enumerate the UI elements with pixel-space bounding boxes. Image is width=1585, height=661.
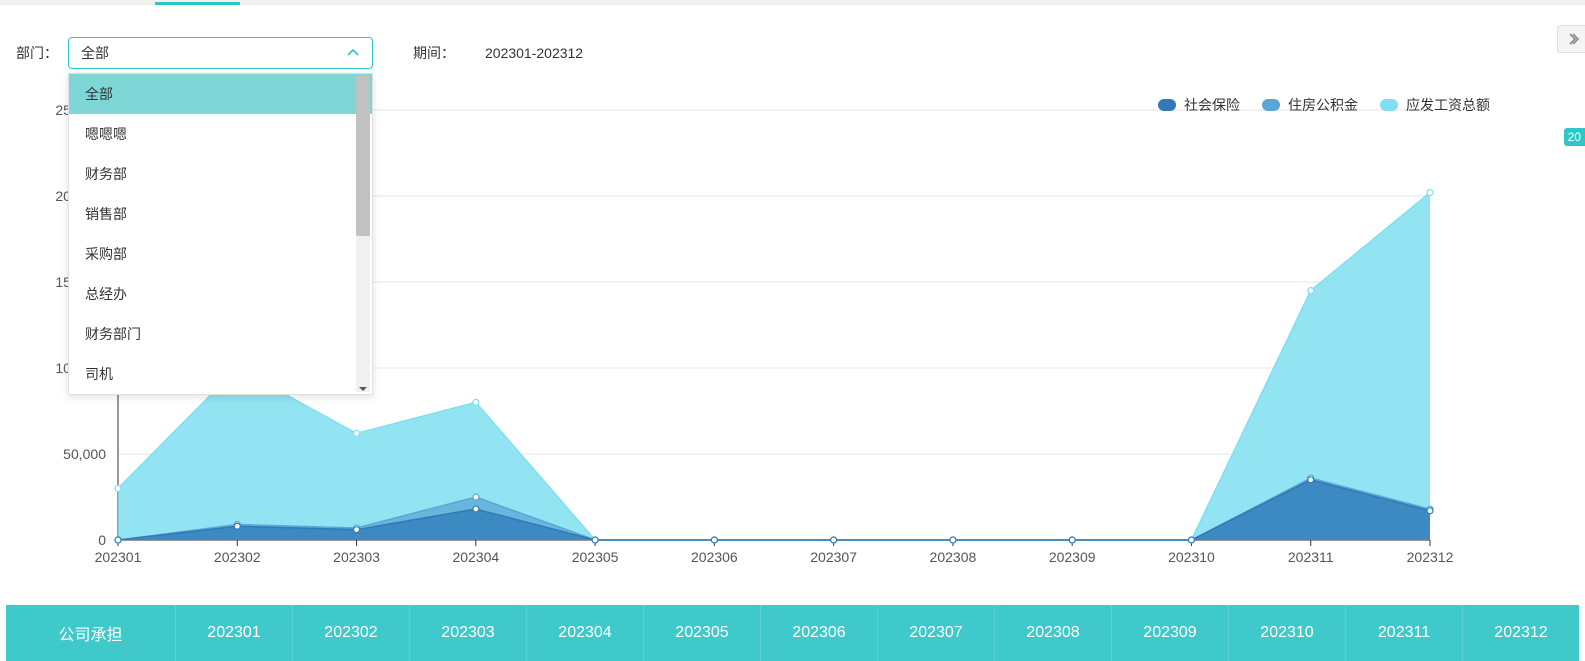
footer-header-cell: 202309 <box>1112 605 1229 661</box>
dept-select-box[interactable]: 全部 <box>68 37 373 69</box>
svg-text:50,000: 50,000 <box>63 446 106 462</box>
footer-header-cell: 202306 <box>761 605 878 661</box>
footer-header-cell: 202304 <box>527 605 644 661</box>
svg-text:0: 0 <box>98 532 106 548</box>
topbar <box>0 0 1585 5</box>
legend-item[interactable]: 应发工资总额 <box>1380 95 1490 115</box>
dept-option[interactable]: 财务部 <box>69 154 372 194</box>
filter-bar: 部门： 全部 全部嗯嗯嗯财务部销售部采购部总经办财务部门司机 期间： 20230… <box>0 5 1585 75</box>
svg-text:202307: 202307 <box>810 549 857 565</box>
chart-legend: 社会保险 住房公积金 应发工资总额 <box>1158 95 1490 115</box>
legend-label: 应发工资总额 <box>1406 95 1490 115</box>
svg-text:202312: 202312 <box>1407 549 1454 565</box>
dept-select-value: 全部 <box>81 38 109 68</box>
legend-swatch <box>1262 99 1280 111</box>
dept-option[interactable]: 司机 <box>69 354 372 394</box>
legend-item[interactable]: 住房公积金 <box>1262 95 1358 115</box>
svg-text:202311: 202311 <box>1288 549 1334 565</box>
right-badge: 20 <box>1564 128 1585 146</box>
legend-swatch <box>1158 99 1176 111</box>
svg-text:202310: 202310 <box>1168 549 1215 565</box>
footer-header-cell: 202312 <box>1463 605 1579 661</box>
legend-swatch <box>1380 99 1398 111</box>
svg-text:202301: 202301 <box>95 549 142 565</box>
dept-select[interactable]: 全部 全部嗯嗯嗯财务部销售部采购部总经办财务部门司机 <box>68 37 373 69</box>
footer-header-row: 公司承担 20230120230220230320230420230520230… <box>6 605 1579 661</box>
footer-row-label: 公司承担 <box>6 605 176 661</box>
dept-option[interactable]: 嗯嗯嗯 <box>69 114 372 154</box>
svg-text:202302: 202302 <box>214 549 261 565</box>
legend-label: 住房公积金 <box>1288 95 1358 115</box>
scrollbar-thumb[interactable] <box>356 76 370 236</box>
legend-label: 社会保险 <box>1184 95 1240 115</box>
scroll-down-icon[interactable] <box>356 382 370 396</box>
dept-option[interactable]: 财务部门 <box>69 314 372 354</box>
dept-option[interactable]: 全部 <box>69 74 372 114</box>
collapse-panel-button[interactable] <box>1557 25 1585 53</box>
svg-text:202309: 202309 <box>1049 549 1096 565</box>
svg-text:202308: 202308 <box>930 549 977 565</box>
footer-header-cell: 202311 <box>1346 605 1463 661</box>
dept-dropdown: 全部嗯嗯嗯财务部销售部采购部总经办财务部门司机 <box>68 73 373 395</box>
dept-label: 部门： <box>10 43 68 63</box>
footer-header-cell: 202307 <box>878 605 995 661</box>
footer-header-cell: 202305 <box>644 605 761 661</box>
footer-header-cell: 202310 <box>1229 605 1346 661</box>
period-value: 202301-202312 <box>485 45 583 61</box>
dept-option[interactable]: 总经办 <box>69 274 372 314</box>
footer-header-cell: 202301 <box>176 605 293 661</box>
footer-header-cell: 202303 <box>410 605 527 661</box>
svg-text:202304: 202304 <box>452 549 499 565</box>
dept-option[interactable]: 销售部 <box>69 194 372 234</box>
footer-header-cell: 202308 <box>995 605 1112 661</box>
footer-header-cell: 202302 <box>293 605 410 661</box>
active-tab-underline <box>155 2 240 5</box>
chevron-up-icon <box>346 46 360 60</box>
legend-item[interactable]: 社会保险 <box>1158 95 1240 115</box>
svg-text:202306: 202306 <box>691 549 738 565</box>
dept-option[interactable]: 采购部 <box>69 234 372 274</box>
period-label: 期间： <box>413 43 455 63</box>
svg-text:202305: 202305 <box>572 549 619 565</box>
svg-text:202303: 202303 <box>333 549 380 565</box>
